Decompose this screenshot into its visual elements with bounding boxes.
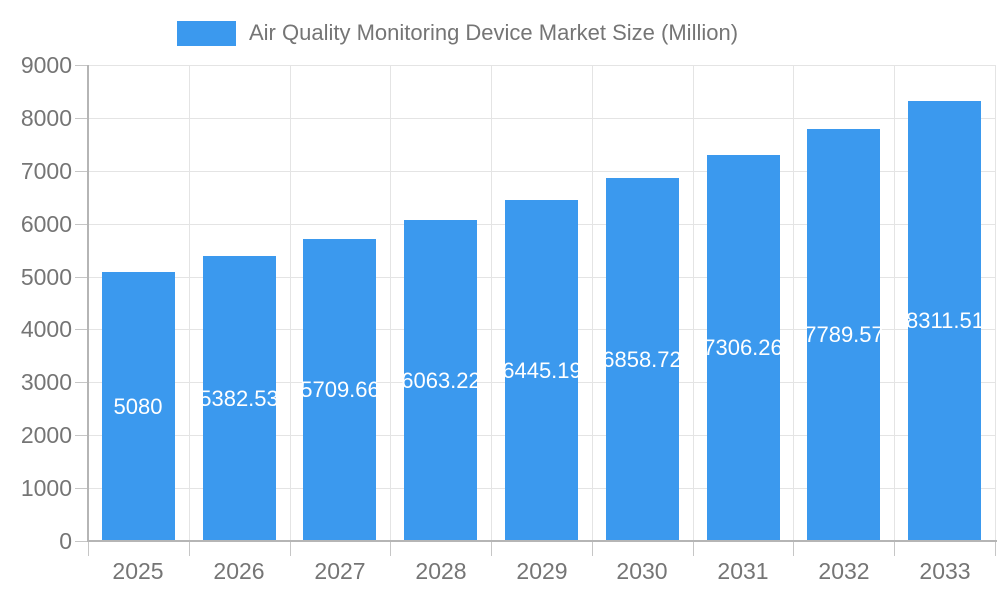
legend-swatch [177, 20, 236, 46]
y-axis-tick [75, 329, 88, 330]
v-gridline [693, 65, 694, 541]
v-gridline [995, 65, 996, 541]
y-axis-tick [75, 435, 88, 436]
bar[interactable] [606, 178, 679, 540]
x-axis-tick [894, 541, 895, 556]
y-tick-label: 8000 [20, 105, 72, 131]
x-tick-label: 2029 [516, 558, 568, 584]
y-tick-label: 2000 [20, 422, 72, 448]
v-gridline [290, 65, 291, 541]
legend-label: Air Quality Monitoring Device Market Siz… [249, 20, 739, 45]
v-gridline [793, 65, 794, 541]
bar[interactable] [203, 256, 276, 540]
y-axis-line [87, 65, 89, 542]
x-tick-label: 2031 [717, 558, 769, 584]
v-gridline [491, 65, 492, 541]
y-axis-tick [75, 277, 88, 278]
h-gridline [88, 118, 995, 119]
legend-item[interactable]: Air Quality Monitoring Device Market Siz… [177, 20, 738, 46]
bar[interactable] [102, 272, 175, 540]
y-tick-label: 0 [59, 528, 72, 554]
y-axis-tick [75, 224, 88, 225]
v-gridline [189, 65, 190, 541]
y-tick-label: 4000 [20, 316, 72, 342]
x-tick-label: 2028 [415, 558, 467, 584]
y-tick-label: 3000 [20, 369, 72, 395]
x-tick-label: 2030 [616, 558, 668, 584]
x-tick-label: 2026 [213, 558, 265, 584]
y-axis-tick [75, 382, 88, 383]
x-axis-tick [290, 541, 291, 556]
x-tick-label: 2032 [818, 558, 870, 584]
x-axis-tick [995, 541, 996, 556]
bar[interactable] [505, 200, 578, 540]
v-gridline [390, 65, 391, 541]
y-tick-label: 6000 [20, 211, 72, 237]
y-axis-tick [75, 541, 88, 542]
x-tick-label: 2025 [112, 558, 164, 584]
h-gridline [88, 171, 995, 172]
bar[interactable] [404, 220, 477, 540]
y-tick-label: 7000 [20, 158, 72, 184]
x-axis-tick [491, 541, 492, 556]
x-tick-label: 2027 [314, 558, 366, 584]
x-axis-tick [390, 541, 391, 556]
bar[interactable] [303, 239, 376, 540]
x-axis-tick [189, 541, 190, 556]
y-tick-label: 9000 [20, 52, 72, 78]
x-axis-tick [793, 541, 794, 556]
v-gridline [592, 65, 593, 541]
y-axis-tick [75, 171, 88, 172]
bar[interactable] [807, 129, 880, 540]
x-axis-line [87, 540, 997, 542]
x-axis-tick [592, 541, 593, 556]
y-axis-tick [75, 488, 88, 489]
x-axis-tick [88, 541, 89, 556]
bar[interactable] [707, 155, 780, 540]
x-axis-tick [693, 541, 694, 556]
y-axis-tick [75, 118, 88, 119]
y-axis-tick [75, 65, 88, 66]
y-tick-label: 1000 [20, 475, 72, 501]
x-tick-label: 2033 [919, 558, 971, 584]
v-gridline [894, 65, 895, 541]
h-gridline [88, 65, 995, 66]
y-tick-label: 5000 [20, 264, 72, 290]
bar[interactable] [908, 101, 981, 540]
